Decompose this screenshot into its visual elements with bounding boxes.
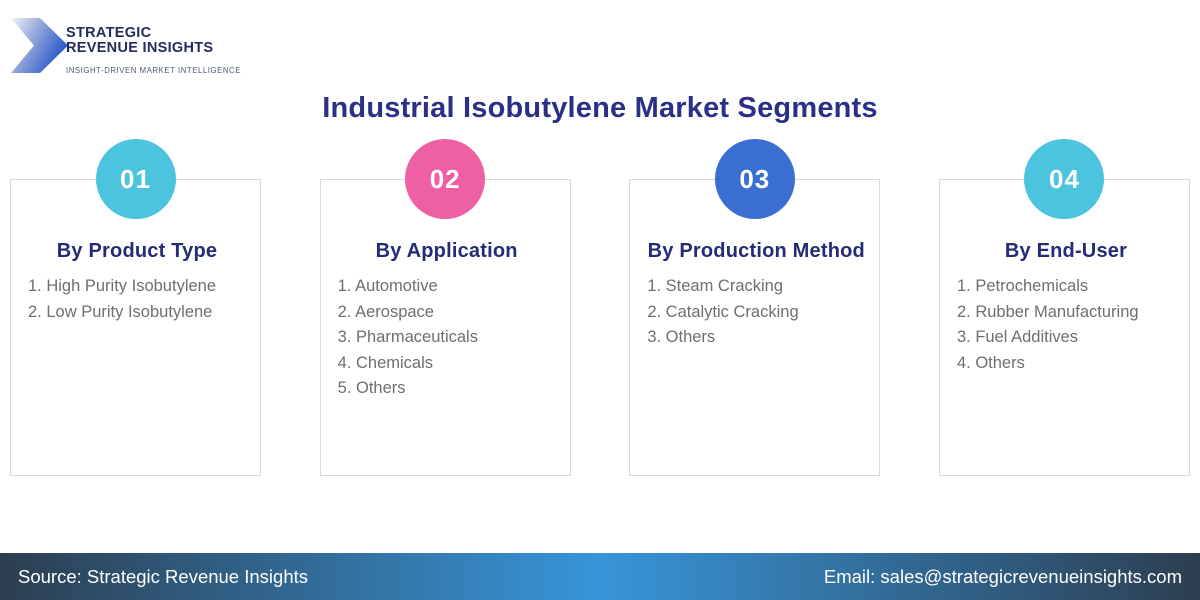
segment-number-badge: 03 [714, 139, 795, 219]
segment-list-item: 2. Catalytic Cracking [647, 302, 799, 321]
segment-title: By End-User [1004, 240, 1128, 262]
segment-list: 1. Petrochemicals 2. Rubber Manufacturin… [957, 274, 1175, 376]
segment-list-item: 3. Pharmaceuticals [337, 328, 478, 346]
segment-list-item: 1. Automotive [337, 277, 438, 295]
segment-list-item: 1. Steam Cracking [647, 277, 784, 295]
segment-list-item: 2. Low Purity Isobutylene [28, 302, 213, 321]
segment-list-item: 4. Others [956, 353, 1025, 372]
segment-card: By Production Method 1. Steam Cracking 2… [629, 179, 881, 476]
segment-production-method: 03 By Production Method 1. Steam Crackin… [629, 139, 881, 476]
segment-list: 1. Automotive 2. Aerospace 3. Pharmaceut… [338, 274, 556, 402]
footer-bar: Source: Strategic Revenue Insights Email… [0, 553, 1200, 600]
segment-card: By End-User 1. Petrochemicals 2. Rubber … [938, 179, 1190, 476]
footer-email-text: Email: sales@strategicrevenueinsights.co… [823, 565, 1182, 587]
segments-row: 01 By Product Type 1. High Purity Isobut… [10, 139, 1190, 476]
segment-list-item: 4. Chemicals [337, 353, 434, 372]
segment-card: By Product Type 1. High Purity Isobutyle… [10, 179, 261, 476]
segment-number-badge: 02 [405, 139, 486, 219]
segment-number-badge: 04 [1024, 139, 1105, 219]
segment-end-user: 04 By End-User 1. Petrochemicals 2. Rubb… [938, 139, 1190, 476]
brand-text: STRATEGIC REVENUE INSIGHTS INSIGHT-DRIVE… [66, 25, 241, 76]
page-title: Industrial Isobutylene Market Segments [322, 92, 878, 124]
segment-list-item: 1. High Purity Isobutylene [28, 277, 217, 295]
brand-logo: STRATEGIC REVENUE INSIGHTS INSIGHT-DRIVE… [0, 0, 260, 90]
segment-title: By Production Method [647, 240, 865, 262]
chevron-logo-icon [11, 18, 68, 73]
segment-list-item: 5. Others [337, 379, 406, 397]
segment-card: By Application 1. Automotive 2. Aerospac… [319, 179, 571, 476]
segment-application: 02 By Application 1. Automotive 2. Aeros… [319, 139, 571, 476]
segment-list-item: 3. Fuel Additives [956, 328, 1079, 346]
segment-list-item: 1. Petrochemicals [956, 277, 1089, 295]
brand-tagline: INSIGHT-DRIVEN MARKET INTELLIGENCE [66, 66, 241, 75]
footer-source-text: Source: Strategic Revenue Insights [18, 565, 308, 587]
segment-product-type: 01 By Product Type 1. High Purity Isobut… [10, 139, 261, 476]
segment-list-item: 2. Aerospace [337, 302, 434, 321]
segment-list-item: 2. Rubber Manufacturing [956, 302, 1139, 321]
segment-list: 1. High Purity Isobutylene 2. Low Purity… [28, 274, 246, 325]
segment-title: By Application [375, 240, 518, 262]
segment-title: By Product Type [56, 240, 218, 262]
segment-list: 1. Steam Cracking 2. Catalytic Cracking … [647, 274, 865, 351]
segment-list-item: 3. Others [647, 328, 716, 346]
brand-name-line2: REVENUE INSIGHTS [66, 40, 214, 56]
brand-name-line1: STRATEGIC [66, 25, 152, 41]
segment-number-badge: 01 [95, 139, 176, 219]
